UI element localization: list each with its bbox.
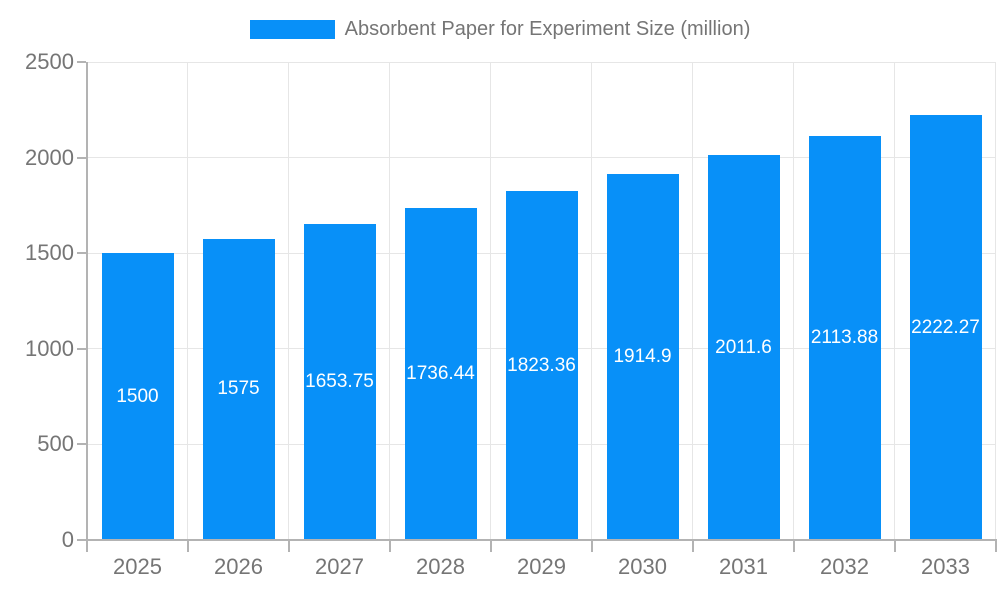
y-axis-tick-label: 1500 [25, 240, 74, 266]
gridline-vertical [389, 62, 390, 540]
y-axis-tick-mark [77, 347, 86, 350]
bar-value-label: 2011.6 [715, 336, 772, 358]
x-axis-tick-label: 2033 [921, 554, 970, 579]
x-axis-tick-mark [894, 540, 896, 552]
bar-value-label: 1653.75 [305, 370, 374, 392]
x-axis-tick-mark [389, 540, 391, 552]
gridline-vertical [490, 62, 491, 540]
bar: 1736.44 [404, 207, 477, 540]
bar: 1575 [202, 238, 275, 540]
bar-value-label: 1575 [217, 378, 260, 400]
y-axis-tick-mark [77, 61, 86, 63]
legend-label: Absorbent Paper for Experiment Size (mil… [344, 18, 751, 40]
bar-value-label: 1823.36 [507, 354, 576, 376]
legend: Absorbent Paper for Experiment Size (mil… [0, 18, 1000, 41]
y-axis-tick-label: 1000 [25, 335, 74, 361]
y-axis-tick-mark [77, 539, 86, 541]
x-axis-tick-label: 2030 [618, 554, 667, 579]
bar: 1500 [101, 253, 174, 540]
bar: 1914.9 [606, 173, 679, 540]
bar-value-label: 2113.88 [810, 326, 879, 348]
gridline-horizontal [87, 61, 996, 63]
x-axis-tick-label: 2025 [113, 554, 162, 579]
y-axis-tick-mark [77, 156, 86, 159]
bar-value-label: 1914.9 [613, 345, 672, 367]
x-axis-tick-label: 2027 [315, 554, 364, 579]
x-axis-tick-label: 2031 [719, 554, 768, 579]
x-axis-tick-label: 2032 [820, 554, 869, 579]
bar-value-label: 1500 [116, 385, 159, 407]
bar: 2113.88 [808, 135, 881, 540]
x-axis-tick-label: 2026 [214, 554, 263, 579]
gridline-vertical [793, 62, 794, 540]
gridline-vertical [591, 62, 592, 540]
x-axis-tick-mark [490, 540, 492, 552]
y-axis-tick-label: 0 [61, 527, 74, 552]
bar: 2222.27 [909, 115, 982, 540]
gridline-vertical [894, 62, 895, 540]
y-axis-tick-mark [77, 443, 86, 446]
bar-value-label: 1736.44 [406, 362, 475, 384]
gridline-horizontal [87, 157, 996, 159]
gridline-vertical [187, 62, 188, 540]
y-axis-tick-label: 2000 [25, 144, 74, 170]
gridline-vertical [995, 62, 996, 540]
bar: 1653.75 [303, 223, 376, 540]
x-axis-tick-label: 2029 [517, 554, 566, 579]
y-axis-tick-label: 2500 [25, 49, 74, 74]
x-axis-tick-mark [793, 540, 795, 552]
x-axis-tick-mark [86, 540, 88, 552]
x-axis-tick-mark [692, 540, 694, 552]
bar: 1823.36 [505, 191, 578, 540]
x-axis-tick-mark [288, 540, 290, 552]
y-axis-tick-mark [77, 252, 86, 255]
legend-swatch [249, 20, 335, 39]
gridline-vertical [288, 62, 289, 540]
x-axis-line [86, 539, 997, 541]
x-axis-tick-mark [995, 540, 997, 552]
plot-area: 1500 1575 1653.75 1736.44 1823.36 1914.9 2011.… [87, 61, 996, 540]
x-axis-tick-label: 2028 [416, 554, 465, 579]
bar-value-label: 2222.27 [911, 316, 980, 338]
y-axis-tick-label: 500 [37, 431, 74, 457]
gridline-vertical [692, 62, 693, 540]
y-axis-line [86, 62, 88, 540]
x-axis-tick-mark [591, 540, 593, 552]
bar: 2011.6 [707, 155, 780, 540]
x-axis-tick-mark [187, 540, 189, 552]
